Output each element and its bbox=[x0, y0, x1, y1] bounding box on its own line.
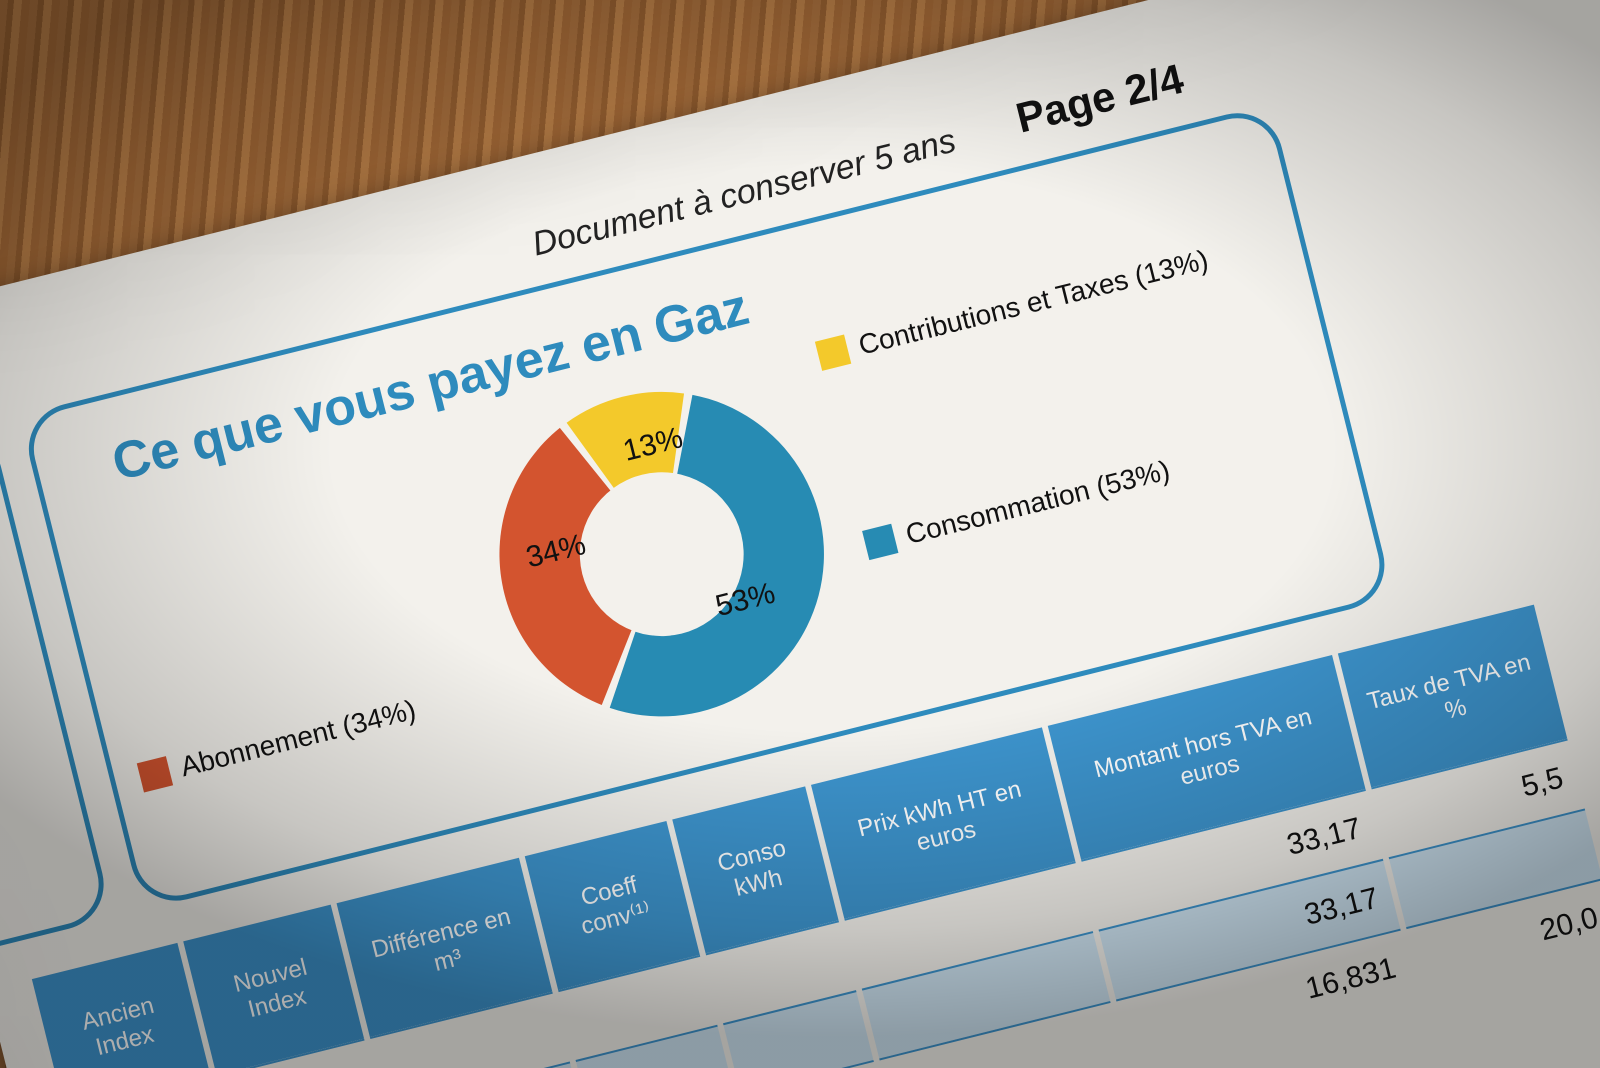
swatch-abonnement bbox=[137, 756, 173, 792]
col-header: Ancien Index bbox=[32, 943, 211, 1068]
swatch-consommation bbox=[862, 524, 898, 560]
scene: Document à conserver 5 ans Page 2/4 Ce q… bbox=[0, 0, 1600, 1068]
col-header: Nouvel Index bbox=[184, 905, 365, 1068]
swatch-contributions bbox=[815, 335, 851, 371]
paper-sheet: Document à conserver 5 ans Page 2/4 Ce q… bbox=[0, 0, 1600, 1068]
